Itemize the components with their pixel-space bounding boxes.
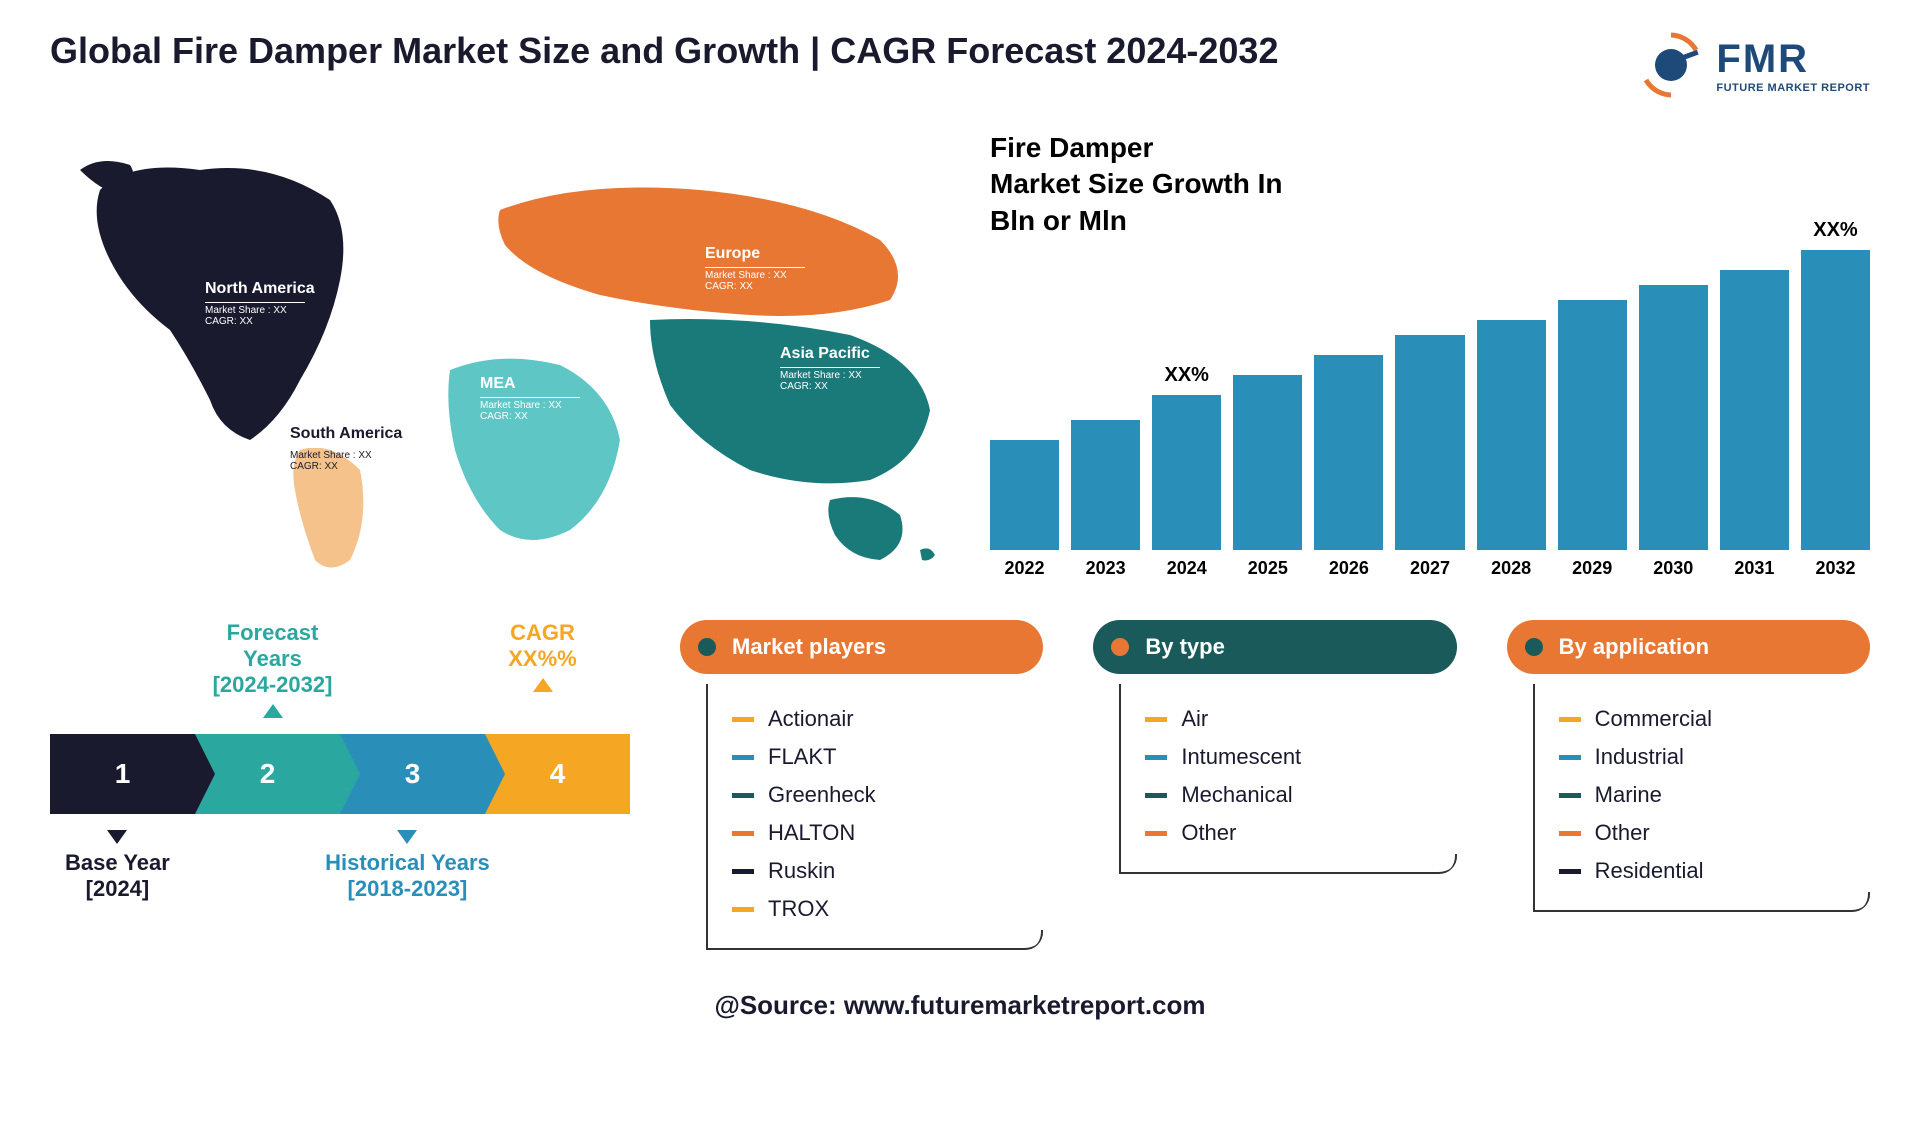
- dash-icon: [732, 793, 754, 798]
- timeline-segment-1: 1: [50, 734, 195, 814]
- source-text: @Source: www.futuremarketreport.com: [50, 990, 1870, 1021]
- header: Global Fire Damper Market Size and Growt…: [50, 30, 1870, 100]
- dash-icon: [1559, 755, 1581, 760]
- region-label-south-america: South AmericaMarket Share : XXCAGR: XX: [290, 425, 402, 472]
- bar-2026: 2026: [1314, 355, 1383, 579]
- dash-icon: [1559, 869, 1581, 874]
- market-players-col: Market players ActionairFLAKTGreenheckHA…: [680, 620, 1043, 950]
- bar-2028: 2028: [1477, 320, 1546, 579]
- list-item: Greenheck: [732, 776, 1043, 814]
- by-application-header: By application: [1507, 620, 1870, 674]
- dash-icon: [1145, 831, 1167, 836]
- bar-2029: 2029: [1558, 300, 1627, 579]
- dash-icon: [1145, 793, 1167, 798]
- timeline-bar: 1234: [50, 734, 630, 814]
- bar-2027: 2027: [1395, 335, 1464, 579]
- region-label-europe: EuropeMarket Share : XXCAGR: XX: [705, 245, 805, 292]
- region-label-asia-pacific: Asia PacificMarket Share : XXCAGR: XX: [780, 345, 880, 392]
- dash-icon: [732, 717, 754, 722]
- historical-years-label: Historical Years [2018-2023]: [320, 824, 495, 902]
- dash-icon: [732, 907, 754, 912]
- timeline-segment-2: 2: [195, 734, 340, 814]
- page-title: Global Fire Damper Market Size and Growt…: [50, 30, 1278, 72]
- dash-icon: [1559, 793, 1581, 798]
- dot-icon: [698, 638, 716, 656]
- by-application-list: CommercialIndustrialMarineOtherResidenti…: [1533, 684, 1870, 912]
- bar-2023: 2023: [1071, 420, 1140, 579]
- cagr-label: CAGR XX%%: [475, 620, 610, 724]
- chart-title: Fire Damper Market Size Growth In Bln or…: [990, 130, 1870, 239]
- dash-icon: [1145, 717, 1167, 722]
- base-year-label: Base Year [2024]: [50, 824, 185, 902]
- region-label-mea: MEAMarket Share : XXCAGR: XX: [480, 375, 580, 422]
- market-players-title: Market players: [732, 634, 886, 660]
- by-application-col: By application CommercialIndustrialMarin…: [1507, 620, 1870, 912]
- europe-shape: [498, 188, 898, 317]
- list-item: TROX: [732, 890, 1043, 928]
- list-item: Mechanical: [1145, 776, 1456, 814]
- forecast-years-label: Forecast Years [2024-2032]: [205, 620, 340, 724]
- dash-icon: [1559, 717, 1581, 722]
- list-item: Commercial: [1559, 700, 1870, 738]
- logo: FMR FUTURE MARKET REPORT: [1636, 30, 1870, 100]
- bars-container: 20222023XX%20242025202620272028202920302…: [990, 259, 1870, 579]
- dot-icon: [1525, 638, 1543, 656]
- list-item: HALTON: [732, 814, 1043, 852]
- dash-icon: [732, 755, 754, 760]
- by-type-title: By type: [1145, 634, 1224, 660]
- list-item: FLAKT: [732, 738, 1043, 776]
- list-item: Actionair: [732, 700, 1043, 738]
- list-item: Other: [1145, 814, 1456, 852]
- list-item: Residential: [1559, 852, 1870, 890]
- by-application-title: By application: [1559, 634, 1709, 660]
- list-item: Air: [1145, 700, 1456, 738]
- dash-icon: [1559, 831, 1581, 836]
- list-item: Industrial: [1559, 738, 1870, 776]
- by-type-col: By type AirIntumescentMechanicalOther: [1093, 620, 1456, 874]
- dot-icon: [1111, 638, 1129, 656]
- by-type-header: By type: [1093, 620, 1456, 674]
- market-players-header: Market players: [680, 620, 1043, 674]
- bar-2030: 2030: [1639, 285, 1708, 579]
- list-item: Ruskin: [732, 852, 1043, 890]
- bar-2025: 2025: [1233, 375, 1302, 579]
- bar-2022: 2022: [990, 440, 1059, 579]
- region-label-north-america: North AmericaMarket Share : XXCAGR: XX: [205, 280, 315, 327]
- bar-2032: XX%2032: [1801, 219, 1870, 579]
- bar-chart: Fire Damper Market Size Growth In Bln or…: [990, 130, 1870, 580]
- dash-icon: [1145, 755, 1167, 760]
- dash-icon: [732, 869, 754, 874]
- fmr-logo-icon: [1636, 30, 1706, 100]
- logo-text: FMR: [1716, 37, 1870, 82]
- world-map: North AmericaMarket Share : XXCAGR: XX So…: [50, 130, 950, 580]
- market-players-list: ActionairFLAKTGreenheckHALTONRuskinTROX: [706, 684, 1043, 950]
- logo-subtitle: FUTURE MARKET REPORT: [1716, 82, 1870, 94]
- timeline-segment-3: 3: [340, 734, 485, 814]
- bar-2031: 2031: [1720, 270, 1789, 579]
- list-item: Intumescent: [1145, 738, 1456, 776]
- bar-2024: XX%2024: [1152, 364, 1221, 579]
- timeline-segment-4: 4: [485, 734, 630, 814]
- asia-pacific-shape: [650, 319, 930, 483]
- list-item: Marine: [1559, 776, 1870, 814]
- list-item: Other: [1559, 814, 1870, 852]
- by-type-list: AirIntumescentMechanicalOther: [1119, 684, 1456, 874]
- timeline: Forecast Years [2024-2032] CAGR XX%% 123…: [50, 620, 630, 902]
- dash-icon: [732, 831, 754, 836]
